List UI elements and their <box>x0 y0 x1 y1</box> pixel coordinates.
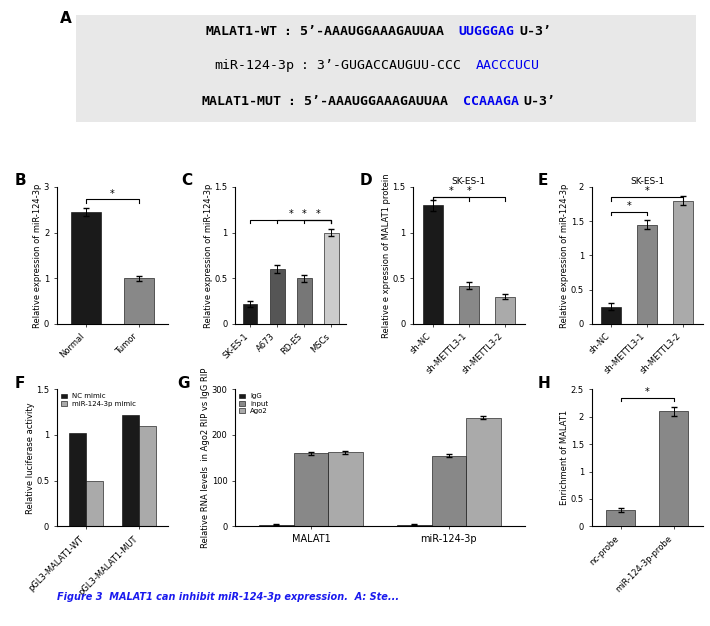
Bar <box>259 525 294 526</box>
Text: H: H <box>538 376 551 391</box>
Text: U-3’: U-3’ <box>524 95 556 108</box>
Bar <box>124 278 153 324</box>
Y-axis label: Relative expression of miR-124-3p: Relative expression of miR-124-3p <box>204 183 213 327</box>
Text: U-3’: U-3’ <box>520 25 552 38</box>
Bar <box>328 453 363 526</box>
Bar <box>638 225 657 324</box>
Text: : 5’-AAAUGGAAAGAUUAA: : 5’-AAAUGGAAAGAUUAA <box>288 95 448 108</box>
Text: *: * <box>645 387 650 398</box>
Bar <box>432 456 466 526</box>
Text: F: F <box>14 376 25 391</box>
Text: MALAT1-MUT: MALAT1-MUT <box>201 95 281 108</box>
Text: *: * <box>302 209 307 219</box>
Y-axis label: Relative expression of miR-124-3p: Relative expression of miR-124-3p <box>560 183 569 327</box>
Bar <box>459 285 479 324</box>
Bar <box>297 278 312 324</box>
Text: *: * <box>110 188 115 198</box>
Y-axis label: Relative expression of miR-124-3p: Relative expression of miR-124-3p <box>33 183 43 327</box>
Y-axis label: Relative RNA levels  in Ago2 RIP vs IgG RIP: Relative RNA levels in Ago2 RIP vs IgG R… <box>201 367 210 548</box>
Text: C: C <box>182 173 192 188</box>
Text: A: A <box>60 11 72 26</box>
Y-axis label: Relative luciferase activity: Relative luciferase activity <box>26 402 35 513</box>
Bar <box>466 418 501 526</box>
Legend: IgG, input, Ago2: IgG, input, Ago2 <box>239 393 269 415</box>
Text: *: * <box>466 187 471 197</box>
Bar <box>397 525 432 526</box>
Text: E: E <box>538 173 548 188</box>
Text: *: * <box>627 201 632 211</box>
Text: Figure 3  MALAT1 can inhibit miR-124-3p expression.  A: Ste...: Figure 3 MALAT1 can inhibit miR-124-3p e… <box>57 592 399 602</box>
Text: G: G <box>177 376 190 391</box>
Bar <box>423 205 443 324</box>
Text: MALAT1-WT: MALAT1-WT <box>205 25 278 38</box>
Bar <box>324 232 339 324</box>
Text: *: * <box>645 187 650 197</box>
Bar <box>270 269 285 324</box>
Text: miR-124-3p: miR-124-3p <box>214 59 294 72</box>
Bar <box>601 307 621 324</box>
FancyBboxPatch shape <box>76 15 697 121</box>
Text: *: * <box>288 209 293 219</box>
Bar <box>243 304 258 324</box>
Bar <box>122 415 139 526</box>
Y-axis label: Enrichment of MALAT1: Enrichment of MALAT1 <box>560 410 569 505</box>
Bar <box>673 200 693 324</box>
Bar <box>495 297 515 324</box>
Text: B: B <box>14 173 26 188</box>
Text: : 3’-GUGACCAUGUU-CCC: : 3’-GUGACCAUGUU-CCC <box>301 59 462 72</box>
Text: UUGGGAG: UUGGGAG <box>459 25 514 38</box>
Legend: NC mimic, miR-124-3p mimic: NC mimic, miR-124-3p mimic <box>60 393 137 408</box>
Text: *: * <box>315 209 320 219</box>
Text: CCAAAGA: CCAAAGA <box>463 95 519 108</box>
Bar <box>606 510 635 526</box>
Text: AACCCUCU: AACCCUCU <box>476 59 540 72</box>
Bar <box>294 453 328 526</box>
Bar <box>69 433 86 526</box>
Text: D: D <box>360 173 373 188</box>
Y-axis label: Relative e xpression of MALAT1 protein: Relative e xpression of MALAT1 protein <box>382 173 391 337</box>
Title: SK-ES-1: SK-ES-1 <box>452 177 486 186</box>
Bar <box>659 411 688 526</box>
Bar <box>72 212 101 324</box>
Bar <box>86 481 103 526</box>
Text: *: * <box>449 187 454 197</box>
Title: SK-ES-1: SK-ES-1 <box>630 177 665 186</box>
Bar <box>139 426 156 526</box>
Text: : 5’-AAAUGGAAAGAUUAA: : 5’-AAAUGGAAAGAUUAA <box>284 25 444 38</box>
